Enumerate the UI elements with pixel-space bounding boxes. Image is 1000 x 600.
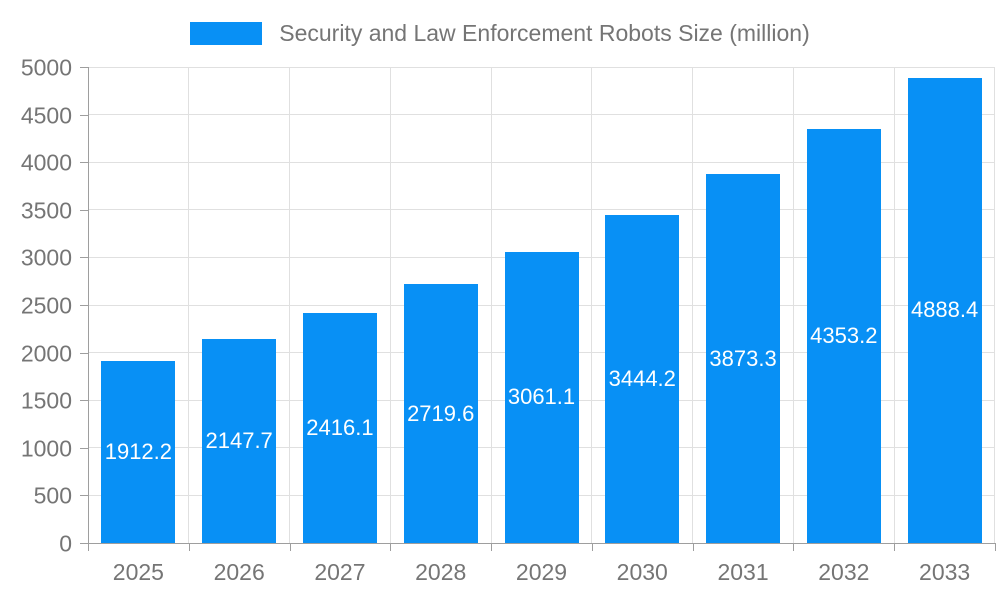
- x-tick-mark: [491, 543, 493, 551]
- legend-label: Security and Law Enforcement Robots Size…: [279, 20, 810, 46]
- legend-swatch-icon: [190, 22, 263, 45]
- bar-value-label: 3444.2: [608, 366, 676, 392]
- y-tick-label: 0: [59, 530, 72, 557]
- x-tick-mark: [995, 543, 996, 551]
- x-tick-label: 2025: [112, 559, 164, 585]
- x-tick-mark: [793, 543, 795, 551]
- y-tick-label: 500: [33, 482, 72, 509]
- x-tick-label: 2033: [919, 559, 971, 585]
- bar: [706, 174, 781, 543]
- y-tick-mark: [80, 162, 88, 164]
- v-gridline: [490, 67, 492, 543]
- x-axis-line: [88, 543, 996, 544]
- v-gridline: [389, 67, 391, 543]
- y-tick-label: 1500: [20, 387, 72, 414]
- bar: [202, 338, 277, 543]
- x-tick-mark: [88, 543, 89, 551]
- x-tick-label: 2029: [515, 559, 568, 585]
- bar-value-label: 4353.2: [810, 322, 878, 348]
- v-gridline: [893, 67, 895, 543]
- y-tick-mark: [80, 447, 88, 449]
- v-gridline: [692, 67, 694, 543]
- x-tick-mark: [188, 543, 190, 551]
- x-tick-mark: [289, 543, 291, 551]
- bar-value-label: 2416.1: [306, 414, 374, 440]
- y-tick-mark: [80, 257, 88, 259]
- bar-value-label: 1912.2: [104, 438, 173, 464]
- bar-value-label: 3873.3: [709, 345, 777, 371]
- bar: [907, 77, 982, 543]
- plot-area: 1912.2 2147.7 2416.1 2719.6 3061.1 3444.2 3873…: [88, 66, 995, 543]
- y-tick-label: 4500: [20, 102, 72, 129]
- bar: [605, 215, 680, 543]
- bar: [806, 128, 881, 543]
- y-tick-label: 2000: [20, 340, 72, 367]
- y-tick-mark: [80, 543, 88, 544]
- x-tick-mark: [390, 543, 392, 551]
- y-tick-mark: [80, 352, 88, 354]
- chart-legend: Security and Law Enforcement Robots Size…: [0, 20, 1000, 47]
- v-gridline: [994, 67, 995, 543]
- bar: [101, 360, 176, 543]
- y-tick-label: 2500: [20, 292, 72, 319]
- bar-value-label: 2719.6: [407, 400, 475, 426]
- x-tick-mark: [692, 543, 694, 551]
- y-tick-label: 5000: [20, 54, 72, 81]
- h-gridline: [88, 66, 995, 68]
- bar: [302, 313, 377, 543]
- y-tick-mark: [80, 400, 88, 402]
- x-tick-mark: [591, 543, 593, 551]
- x-tick-label: 2031: [717, 559, 769, 585]
- v-gridline: [289, 67, 291, 543]
- bar-value-label: 2147.7: [205, 427, 273, 453]
- y-tick-mark: [80, 114, 88, 116]
- y-tick-label: 3000: [20, 244, 72, 271]
- y-axis-line: [88, 67, 89, 544]
- x-tick-mark: [894, 543, 896, 551]
- x-tick-label: 2027: [314, 559, 366, 585]
- bar: [403, 284, 478, 543]
- x-tick-label: 2030: [616, 559, 668, 585]
- h-gridline: [88, 161, 995, 163]
- y-tick-label: 1000: [20, 435, 72, 462]
- x-tick-label: 2032: [818, 559, 870, 585]
- y-tick-mark: [80, 67, 88, 68]
- x-tick-label: 2026: [213, 559, 265, 585]
- y-tick-label: 4000: [20, 149, 72, 176]
- bar: [504, 251, 579, 543]
- y-tick-mark: [80, 495, 88, 497]
- h-gridline: [88, 114, 995, 116]
- y-tick-mark: [80, 305, 88, 306]
- bar-value-label: 3061.1: [507, 384, 576, 410]
- x-tick-label: 2028: [415, 559, 467, 585]
- v-gridline: [792, 67, 794, 543]
- v-gridline: [188, 67, 190, 543]
- v-gridline: [591, 67, 593, 543]
- h-gridline: [88, 209, 995, 211]
- bar-value-label: 4888.4: [910, 297, 979, 323]
- y-tick-label: 3500: [20, 197, 72, 224]
- y-tick-mark: [80, 209, 88, 211]
